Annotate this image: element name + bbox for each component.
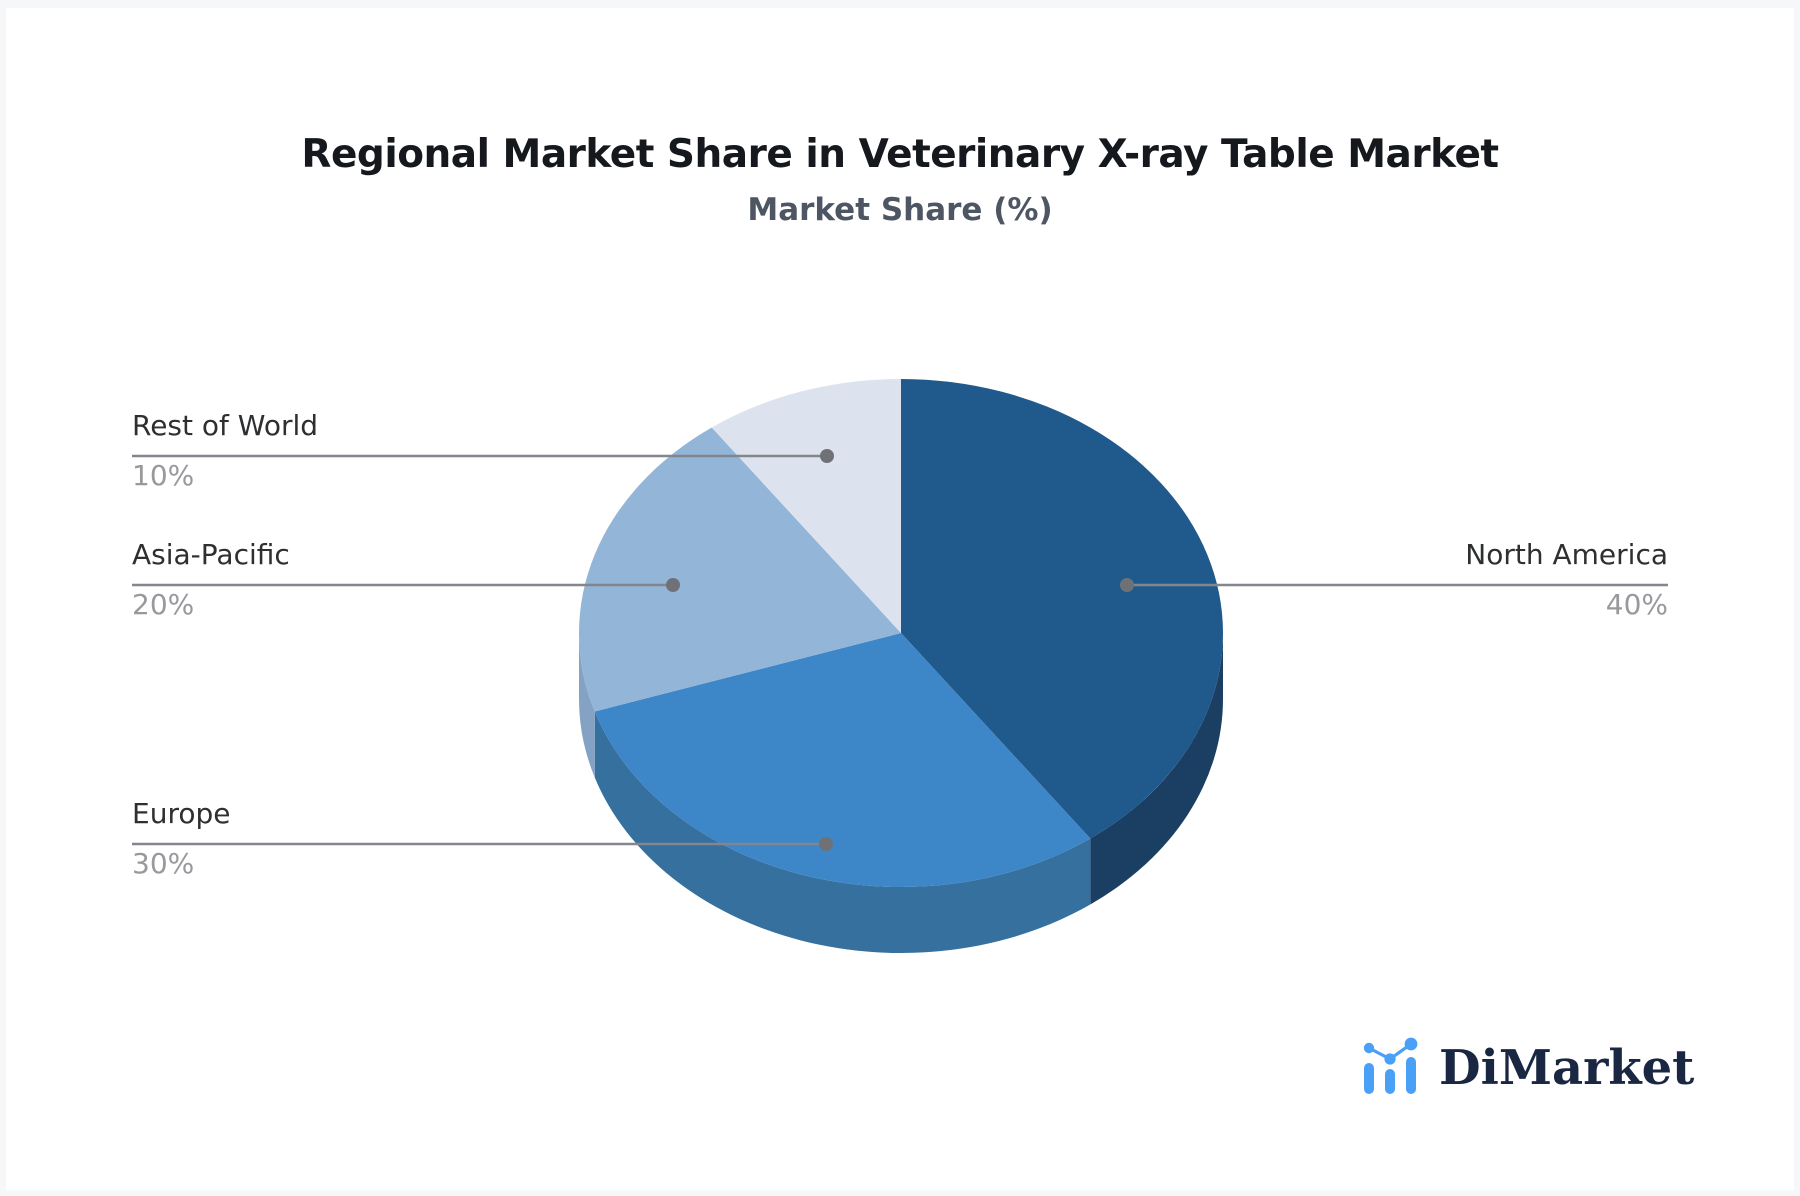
callout-dot-north-america (1120, 578, 1134, 592)
slice-percent: 30% (132, 847, 195, 880)
slice-label: Rest of World (132, 409, 319, 442)
pie-slice-north-america[interactable] (901, 379, 1223, 839)
callout-dot-rest-of-world (820, 449, 834, 463)
slice-percent: 20% (132, 588, 195, 621)
pie-slice-side-asia-pacific (579, 633, 595, 778)
brand-name: DiMarket (1439, 1040, 1695, 1096)
slice-label: Europe (132, 797, 231, 830)
pie-slice-europe[interactable] (594, 633, 1091, 887)
slice-label: Asia-Pacific (132, 538, 290, 571)
slice-percent: 10% (132, 459, 195, 492)
brand-logo: DiMarket (1362, 1036, 1694, 1096)
callout-north-america: North America 40% (1465, 538, 1668, 622)
pie-slice-rest-of-world[interactable] (711, 379, 901, 633)
chart-subtitle: Market Share (%) (747, 192, 1053, 228)
callout-rest-of-world: Rest of World 10% (132, 409, 318, 493)
slice-label: North America (1465, 538, 1668, 571)
bar-chart-trend-icon (1363, 1037, 1418, 1094)
callout-europe: Europe 30% (132, 797, 230, 881)
chart-title: Regional Market Share in Veterinary X-ra… (301, 132, 1499, 177)
pie-slice-side-north-america (1090, 633, 1223, 905)
callout-dot-europe (819, 837, 833, 851)
callout-asia-pacific: Asia-Pacific 20% (132, 538, 290, 622)
slice-percent: 40% (1605, 588, 1668, 621)
pie-slice-side-europe (594, 711, 1091, 953)
pie-slice-asia-pacific[interactable] (579, 427, 901, 712)
callout-dot-asia-pacific (666, 578, 680, 592)
